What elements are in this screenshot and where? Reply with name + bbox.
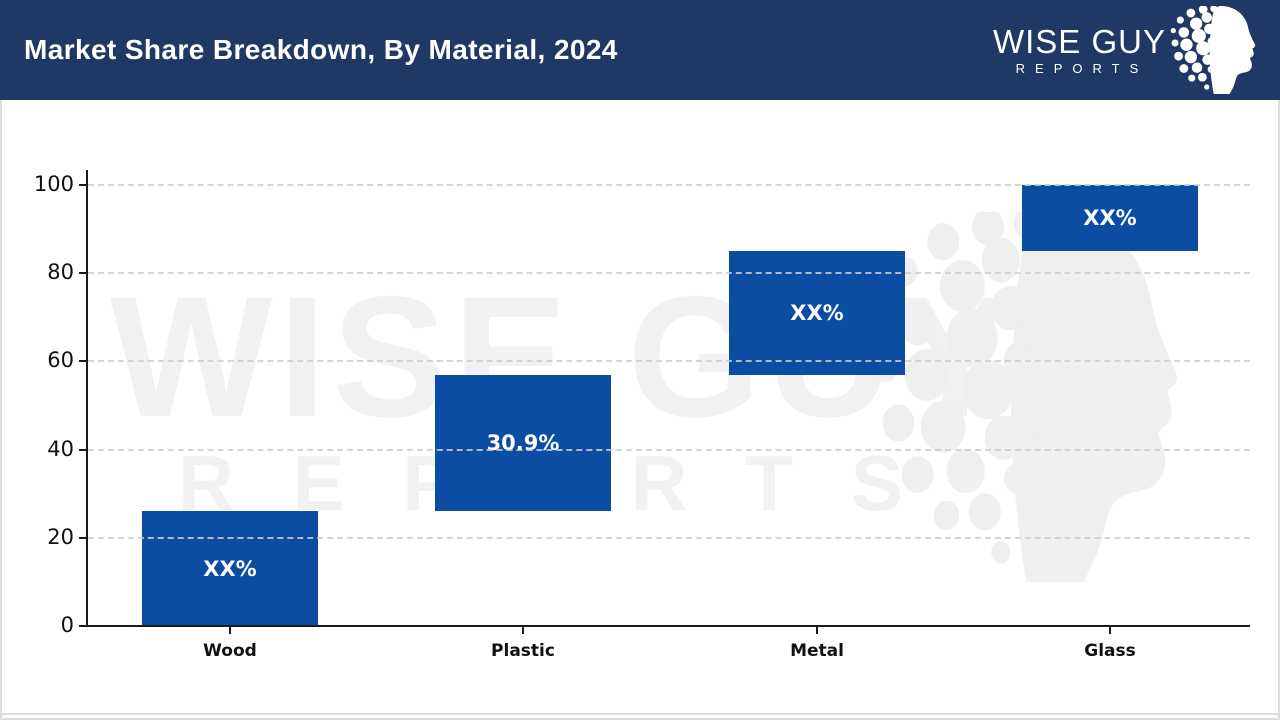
brand-logo-text: WISE GUY REPORTS xyxy=(993,25,1166,75)
x-axis-line xyxy=(86,625,1250,627)
dotted-face-logo-icon xyxy=(1170,6,1256,94)
bar-plastic: 30.9% xyxy=(435,374,611,511)
y-tick-label-60: 60 xyxy=(47,348,74,373)
x-tick-mark-metal xyxy=(816,627,818,634)
bar-value-label: XX% xyxy=(790,300,844,325)
header: Market Share Breakdown, By Material, 202… xyxy=(0,0,1280,100)
y-tick-label-40: 40 xyxy=(47,436,74,461)
gridline-20 xyxy=(88,536,1250,539)
y-tick-mark-80 xyxy=(79,272,86,275)
x-category-label-glass: Glass xyxy=(1084,641,1136,661)
y-tick-label-100: 100 xyxy=(33,172,74,196)
bar-value-label: XX% xyxy=(203,556,257,581)
brand-subtitle: REPORTS xyxy=(1015,61,1149,76)
y-tick-mark-60 xyxy=(79,360,86,363)
gridline-60 xyxy=(88,360,1250,363)
brand-name: WISE GUY xyxy=(992,23,1166,60)
y-tick-label-80: 80 xyxy=(47,260,74,285)
page-title: Market Share Breakdown, By Material, 202… xyxy=(24,34,618,65)
x-category-label-wood: Wood xyxy=(203,641,257,661)
y-tick-mark-0 xyxy=(79,625,86,627)
bar-glass: XX% xyxy=(1022,185,1198,252)
y-tick-label-0: 0 xyxy=(60,613,74,637)
x-tick-mark-glass xyxy=(1109,627,1111,634)
bar-value-label: XX% xyxy=(1083,206,1137,231)
bar-value-label: 30.9% xyxy=(486,430,560,455)
y-tick-mark-100 xyxy=(79,184,86,186)
gridline-40 xyxy=(88,448,1250,451)
y-tick-mark-20 xyxy=(79,536,86,539)
gridline-100 xyxy=(88,184,1250,186)
bar-wood: XX% xyxy=(142,511,318,626)
x-category-label-plastic: Plastic xyxy=(491,641,555,661)
x-tick-mark-wood xyxy=(229,627,231,634)
y-tick-mark-40 xyxy=(79,448,86,451)
x-category-label-metal: Metal xyxy=(790,641,844,661)
y-axis-line xyxy=(86,170,88,627)
bar-metal: XX% xyxy=(729,251,905,375)
brand-logo: WISE GUY REPORTS xyxy=(993,6,1256,94)
y-tick-label-20: 20 xyxy=(47,524,74,549)
x-tick-mark-plastic xyxy=(522,627,524,634)
gridline-80 xyxy=(88,272,1250,275)
